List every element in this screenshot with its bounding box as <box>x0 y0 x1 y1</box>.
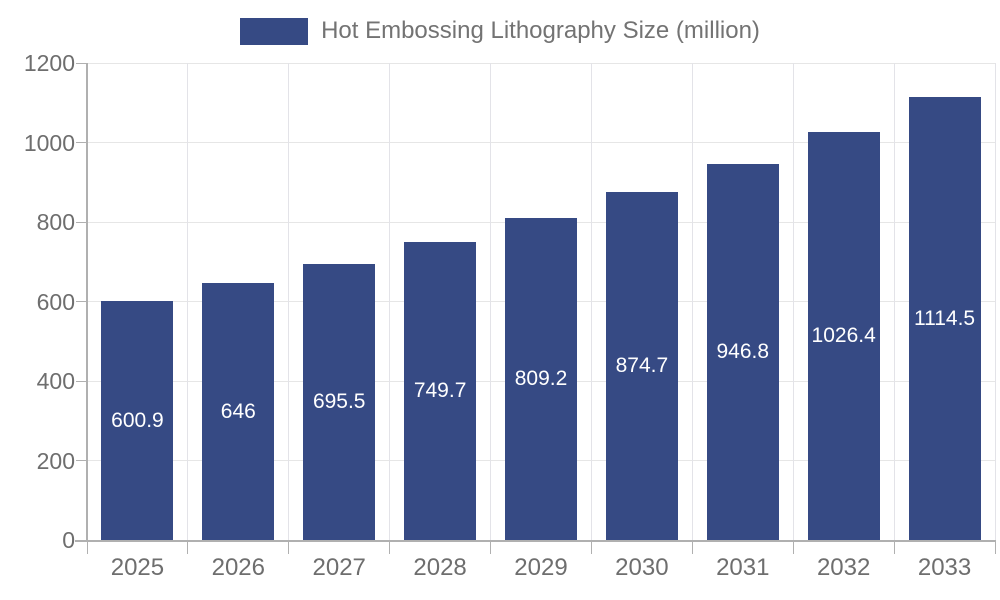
x-gridline <box>590 63 592 540</box>
x-tick-label: 2025 <box>110 554 165 581</box>
x-gridline <box>893 63 895 540</box>
x-tick-label: 2026 <box>211 554 265 581</box>
x-tick-mark <box>994 540 996 554</box>
bar-value-label: 1114.5 <box>913 306 976 330</box>
x-tick-mark <box>86 540 88 554</box>
legend-label: Hot Embossing Lithography Size (million) <box>321 17 760 44</box>
bar-value-label: 646 <box>220 399 256 423</box>
y-tick-label: 800 <box>36 209 75 235</box>
bar-value-label: 874.7 <box>615 354 669 378</box>
bar: 874.7 <box>605 192 678 540</box>
y-tick-mark <box>76 380 87 382</box>
y-tick-label: 200 <box>36 447 75 474</box>
y-tick-mark <box>76 221 87 223</box>
plot-area: 600.9 646 695.5 749.7 809.2 874.7 946.8 1026.4 1… <box>24 50 996 581</box>
x-gridline <box>792 63 794 540</box>
x-tick-mark <box>590 540 592 554</box>
x-tick-label: 2028 <box>413 554 467 581</box>
x-gridline <box>389 63 391 540</box>
y-tick-label: 1200 <box>23 50 75 76</box>
y-tick-mark <box>76 142 87 143</box>
bar: 646 <box>202 283 275 540</box>
bar-value-label: 600.9 <box>111 408 164 432</box>
y-tick-mark <box>76 62 87 64</box>
y-tick-mark <box>76 539 87 541</box>
y-tick-label: 0 <box>62 527 75 553</box>
bar: 946.8 <box>706 163 779 540</box>
bar: 749.7 <box>404 242 477 540</box>
x-tick-mark <box>893 540 895 554</box>
x-tick-label: 2032 <box>816 554 871 581</box>
x-tick-mark <box>389 540 391 554</box>
x-tick-label: 2029 <box>514 554 568 581</box>
x-tick-mark <box>691 540 693 554</box>
bar: 695.5 <box>303 263 376 540</box>
x-gridline <box>288 63 290 540</box>
bar-value-label: 809.2 <box>514 367 568 391</box>
bar-value-label: 946.8 <box>716 339 770 363</box>
bar-value-label: 695.5 <box>312 389 366 413</box>
x-gridline <box>691 63 693 540</box>
x-tick-mark <box>792 540 794 554</box>
bar-value-label: 1026.4 <box>811 324 876 347</box>
x-tick-mark <box>490 540 492 554</box>
bar: 1114.5 <box>908 97 981 540</box>
x-tick-label: 2030 <box>615 554 669 581</box>
bar: 809.2 <box>505 218 577 540</box>
y-gridline <box>87 142 995 143</box>
x-tick-mark <box>288 540 290 554</box>
x-tick-label: 2031 <box>716 554 770 581</box>
y-axis-line <box>86 63 88 540</box>
y-tick-label: 600 <box>36 288 75 315</box>
y-tick-label: 400 <box>36 368 75 394</box>
x-gridline <box>994 63 996 540</box>
bar-value-label: 749.7 <box>413 379 467 402</box>
bar: 600.9 <box>101 301 174 540</box>
y-tick-label: 1000 <box>23 129 75 156</box>
x-tick-label: 2027 <box>312 554 366 581</box>
y-tick-mark <box>76 301 87 302</box>
x-axis-line <box>75 540 995 542</box>
y-tick-mark <box>76 460 87 461</box>
legend-swatch <box>240 17 309 45</box>
bar: 1026.4 <box>807 132 880 540</box>
x-tick-label: 2033 <box>917 554 972 581</box>
x-tick-mark <box>187 540 189 554</box>
x-gridline <box>490 63 492 540</box>
y-gridline <box>87 62 995 64</box>
x-gridline <box>187 63 189 540</box>
legend: Hot Embossing Lithography Size (million) <box>0 12 1000 50</box>
